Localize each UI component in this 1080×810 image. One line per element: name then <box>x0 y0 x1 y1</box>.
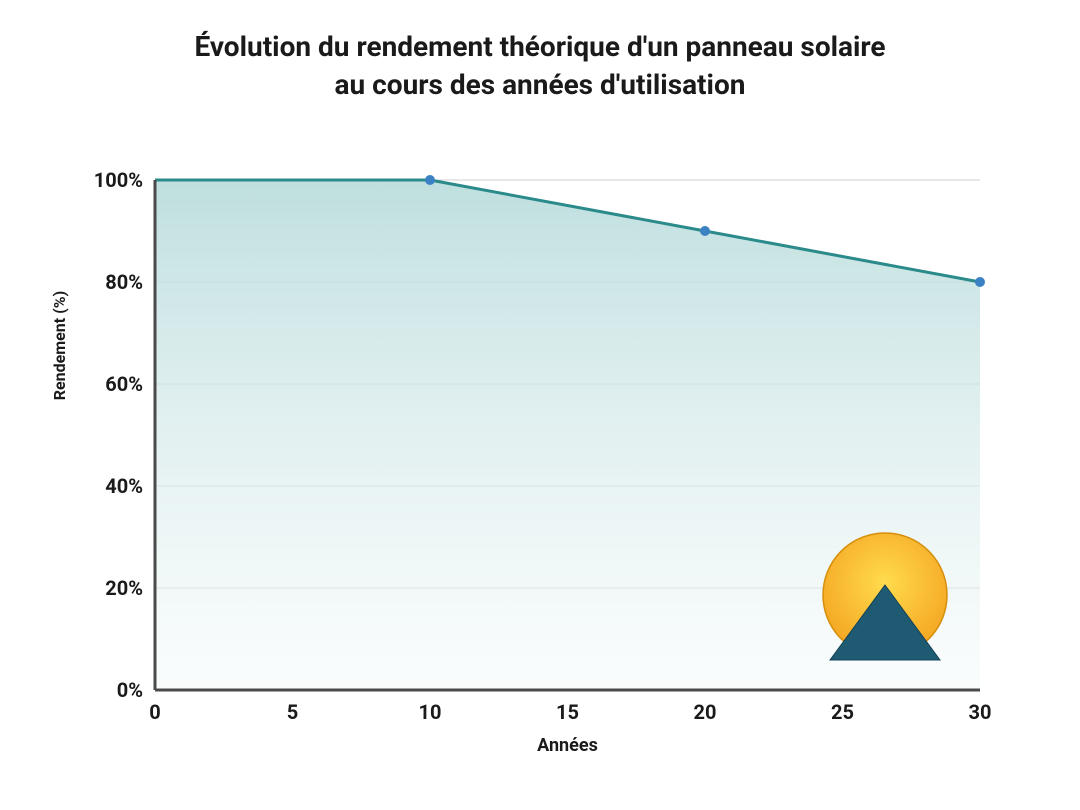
y-tick-label: 0% <box>117 678 143 702</box>
y-tick-label: 80% <box>105 270 143 294</box>
x-tick-labels: 051015202530 <box>155 700 980 730</box>
x-tick-label: 5 <box>287 700 298 724</box>
chart-title-line1: Évolution du rendement théorique d'un pa… <box>194 30 885 63</box>
x-tick-label: 10 <box>419 700 442 724</box>
x-tick-label: 20 <box>694 700 717 724</box>
chart-title-line2: au cours des années d'utilisation <box>335 68 746 101</box>
x-tick-label: 25 <box>831 700 854 724</box>
chart-title: Évolution du rendement théorique d'un pa… <box>0 0 1080 104</box>
y-tick-label: 40% <box>105 474 143 498</box>
y-tick-label: 100% <box>94 168 143 192</box>
y-tick-label: 20% <box>105 576 143 600</box>
x-tick-label: 30 <box>969 700 992 724</box>
chart-container: Évolution du rendement théorique d'un pa… <box>0 0 1080 810</box>
x-tick-label: 0 <box>149 700 160 724</box>
x-axis-label: Années <box>155 735 980 756</box>
sun-mountain-logo-icon <box>805 520 965 680</box>
y-tick-labels: 0%20%40%60%80%100% <box>0 180 143 690</box>
x-tick-label: 15 <box>556 700 579 724</box>
y-tick-label: 60% <box>105 372 143 396</box>
